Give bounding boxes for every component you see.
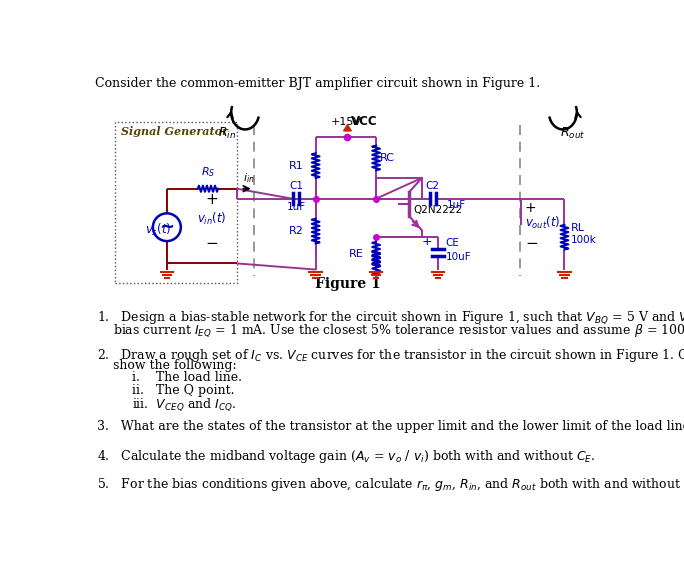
- Text: $v_{in}(t)$: $v_{in}(t)$: [197, 212, 226, 228]
- Text: $v_{out}(t)$: $v_{out}(t)$: [525, 215, 560, 231]
- Bar: [115, 122, 237, 283]
- Text: RL: RL: [570, 223, 585, 233]
- Text: R1: R1: [289, 161, 303, 171]
- Text: RC: RC: [380, 153, 395, 163]
- Text: +: +: [525, 201, 536, 215]
- Text: 3.   What are the states of the transistor at the upper limit and the lower limi: 3. What are the states of the transistor…: [97, 420, 684, 434]
- Text: 1uF: 1uF: [447, 200, 466, 210]
- Text: Figure 1: Figure 1: [315, 277, 380, 291]
- Text: $R_S$: $R_S$: [200, 166, 215, 180]
- Text: VCC: VCC: [350, 115, 377, 128]
- Text: 5.   For the bias conditions given above, calculate $r_\pi$, $g_m$, $R_{in}$, an: 5. For the bias conditions given above, …: [97, 476, 684, 493]
- Text: C1: C1: [289, 181, 303, 191]
- Text: Q2N2222: Q2N2222: [413, 205, 462, 215]
- Text: bias current $I_{EQ}$ = 1 mA. Use the closest 5% tolerance resistor values and a: bias current $I_{EQ}$ = 1 mA. Use the cl…: [113, 322, 684, 339]
- Text: −: −: [525, 236, 538, 251]
- Text: show the following:: show the following:: [113, 359, 236, 372]
- Text: 100k: 100k: [570, 235, 596, 246]
- Text: i.    The load line.: i. The load line.: [132, 371, 242, 384]
- Text: Consider the common-emitter BJT amplifier circuit shown in Figure 1.: Consider the common-emitter BJT amplifie…: [95, 77, 540, 90]
- Text: +15V: +15V: [330, 117, 361, 127]
- Text: iii.  $V_{CEQ}$ and $I_{CQ}$.: iii. $V_{CEQ}$ and $I_{CQ}$.: [132, 396, 237, 413]
- Text: $v_s(t)$: $v_s(t)$: [145, 221, 172, 238]
- Text: 2.   Draw a rough set of $I_C$ vs. $V_{CE}$ curves for the transistor in the cir: 2. Draw a rough set of $I_C$ vs. $V_{CE}…: [97, 347, 684, 364]
- Text: $R_{out}$: $R_{out}$: [560, 125, 585, 140]
- Text: ii.   The Q point.: ii. The Q point.: [132, 384, 235, 397]
- Text: 1uF: 1uF: [287, 202, 306, 212]
- Text: R2: R2: [289, 226, 303, 236]
- Text: +: +: [422, 235, 432, 248]
- Text: 10uF: 10uF: [446, 253, 471, 262]
- Text: Signal Generator: Signal Generator: [121, 127, 228, 138]
- Text: $R_{in}$: $R_{in}$: [218, 125, 237, 140]
- Text: C2: C2: [425, 181, 440, 191]
- Text: RE: RE: [349, 249, 364, 259]
- Text: 1.   Design a bias-stable network for the circuit shown in Figure 1, such that $: 1. Design a bias-stable network for the …: [97, 310, 684, 327]
- Text: $i_{in}$: $i_{in}$: [243, 171, 254, 185]
- Polygon shape: [343, 125, 352, 131]
- Text: ~: ~: [159, 218, 174, 236]
- Text: 4.   Calculate the midband voltage gain ($A_v$ = $v_o$ / $v_i$) both with and wi: 4. Calculate the midband voltage gain ($…: [97, 448, 596, 465]
- Text: CE: CE: [446, 239, 460, 249]
- Text: +: +: [205, 192, 218, 207]
- Text: −: −: [205, 236, 218, 251]
